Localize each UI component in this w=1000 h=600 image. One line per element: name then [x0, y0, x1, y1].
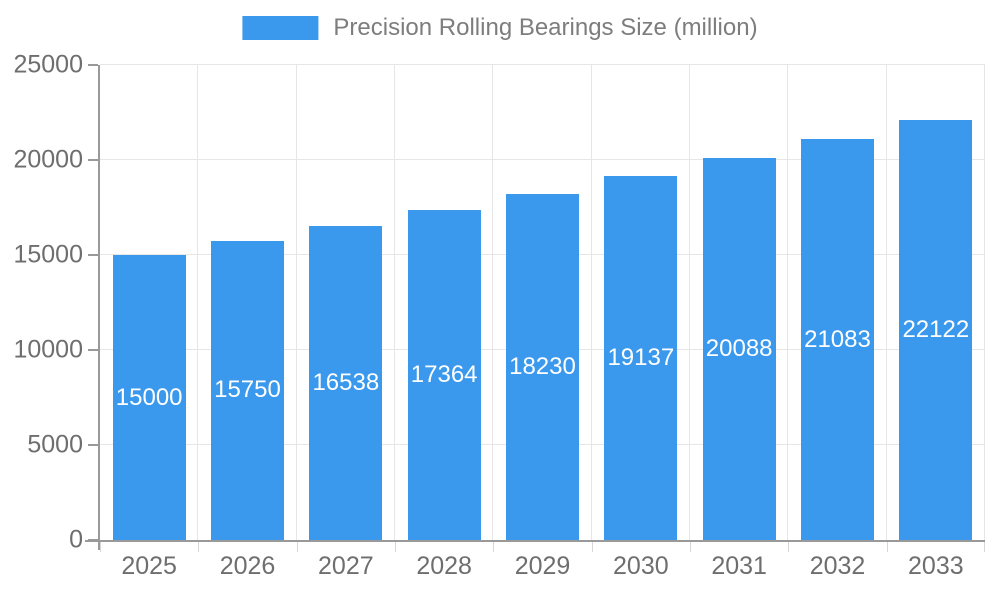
y-axis-tick [88, 539, 98, 541]
x-axis-tick [198, 542, 200, 552]
gridline-horizontal [100, 159, 985, 160]
x-axis-tick [100, 542, 101, 552]
bar-value-label: 22122 [902, 315, 970, 343]
x-tick-label-2033: 2033 [908, 552, 964, 580]
x-axis-line [85, 540, 985, 542]
bar-2028[interactable]: 17364 [407, 210, 481, 540]
x-axis-tick [591, 542, 593, 552]
x-axis-tick [984, 542, 985, 552]
gridline-vertical [590, 65, 592, 540]
gridline-horizontal [100, 64, 985, 65]
x-tick-label-2030: 2030 [613, 552, 669, 580]
bar-value-label: 17364 [410, 361, 478, 389]
bar-2031[interactable]: 20088 [702, 158, 776, 540]
bar-value-label: 19137 [607, 344, 675, 372]
bar-value-label: 20088 [705, 335, 773, 363]
x-tick-label-2026: 2026 [219, 552, 276, 580]
bar-2032[interactable]: 21083 [801, 139, 874, 540]
y-axis-tick [88, 444, 98, 446]
gridline-vertical [885, 65, 887, 540]
gridline-vertical [689, 65, 690, 540]
gridline-vertical [197, 65, 199, 540]
y-axis-tick [88, 254, 98, 256]
x-axis-tick [886, 542, 888, 552]
bar-value-label: 15000 [115, 383, 183, 411]
bar-2029[interactable]: 18230 [506, 193, 579, 540]
legend-item[interactable]: Precision Rolling Bearings Size (million… [242, 14, 758, 42]
y-axis-line [98, 65, 100, 550]
x-axis-tick [395, 542, 396, 552]
x-tick-label-2031: 2031 [711, 552, 767, 580]
x-axis-tick [690, 542, 691, 552]
bar-2030[interactable]: 19137 [604, 176, 678, 540]
x-tick-label-2029: 2029 [514, 552, 571, 580]
gridline-vertical [787, 65, 789, 540]
y-axis-tick [88, 349, 98, 351]
bar-value-label: 16538 [312, 368, 380, 396]
y-tick-label: 10000 [13, 335, 83, 364]
bar-value-label: 15750 [214, 376, 281, 404]
bar-2033[interactable]: 22122 [899, 119, 973, 540]
gridline-vertical [492, 65, 494, 540]
bar-2027[interactable]: 16538 [309, 225, 383, 540]
gridline-vertical [394, 65, 395, 540]
y-tick-label: 5000 [27, 430, 83, 459]
x-tick-label-2028: 2028 [416, 552, 472, 580]
y-tick-label: 25000 [13, 50, 83, 79]
x-tick-label-2025: 2025 [121, 552, 177, 580]
legend-label: Precision Rolling Bearings Size (million… [333, 14, 758, 41]
bar-2026[interactable]: 15750 [211, 240, 284, 540]
x-axis-tick [788, 542, 790, 552]
gridline-vertical [984, 65, 985, 540]
x-tick-label-2032: 2032 [809, 552, 866, 580]
y-tick-label: 15000 [13, 240, 83, 269]
plot-area: 15000 15750 16538 17364 18230 19137 20088 21083… [85, 64, 985, 552]
y-axis-tick [88, 159, 98, 161]
y-axis-tick [88, 64, 98, 66]
legend-swatch [242, 16, 319, 40]
x-axis-tick [296, 542, 298, 552]
gridline-vertical [295, 65, 297, 540]
y-tick-label: 0 [69, 525, 83, 554]
bar-value-label: 18230 [509, 352, 576, 380]
y-tick-label: 20000 [13, 145, 83, 174]
x-tick-label-2027: 2027 [318, 552, 374, 580]
bar-2025[interactable]: 15000 [112, 255, 186, 540]
x-axis-tick [493, 542, 495, 552]
bar-value-label: 21083 [804, 325, 871, 353]
